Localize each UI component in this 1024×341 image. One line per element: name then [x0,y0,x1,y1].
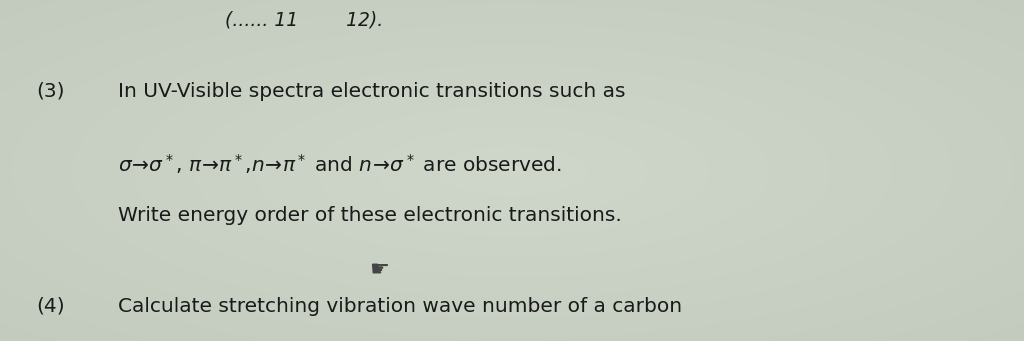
Text: (4): (4) [36,297,65,316]
Text: ☛: ☛ [369,259,389,279]
Text: (...... 11        12).: (...... 11 12). [225,10,384,29]
Text: $\sigma\!\rightarrow\!\sigma^*$, $\pi\!\rightarrow\!\pi^*$,$n\!\rightarrow\!\pi^: $\sigma\!\rightarrow\!\sigma^*$, $\pi\!\… [118,152,561,176]
Text: In UV-Visible spectra electronic transitions such as: In UV-Visible spectra electronic transit… [118,82,626,101]
Text: (3): (3) [36,82,65,101]
Text: Calculate stretching vibration wave number of a carbon: Calculate stretching vibration wave numb… [118,297,682,316]
Text: Write energy order of these electronic transitions.: Write energy order of these electronic t… [118,206,622,225]
